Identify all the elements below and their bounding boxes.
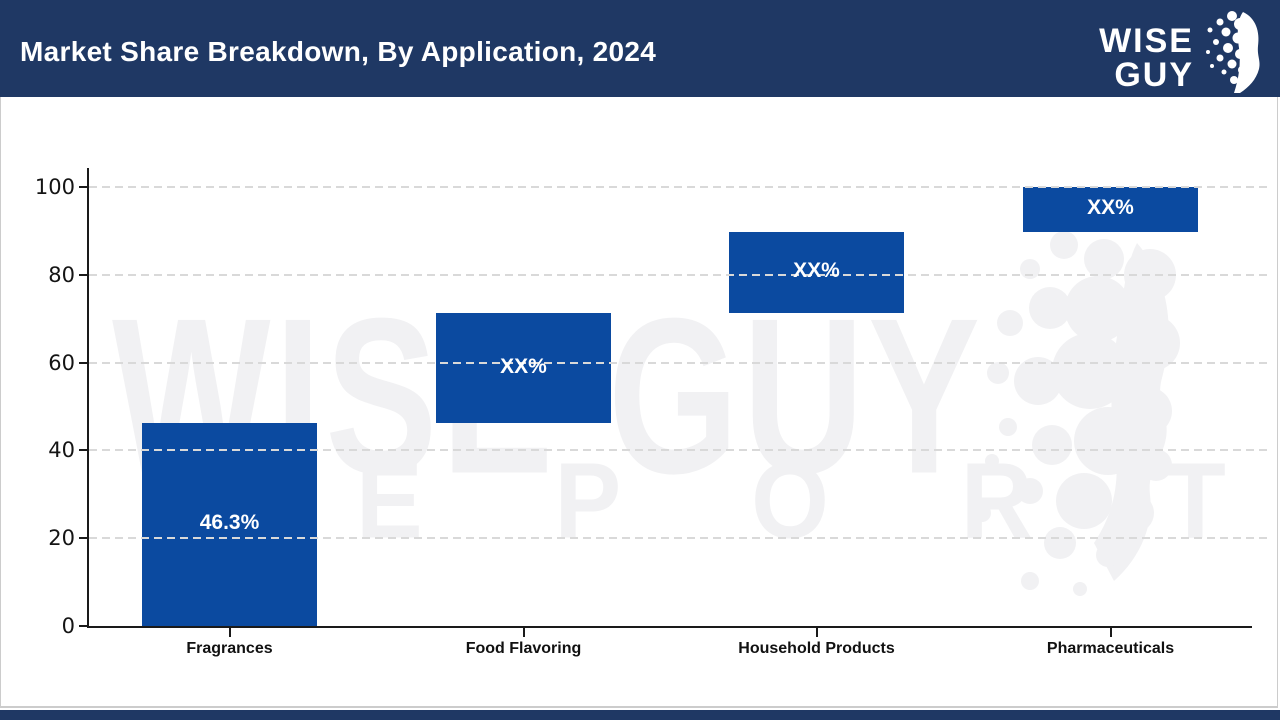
- watermark-dotted-head: [973, 231, 1180, 596]
- x-category-label: Food Flavoring: [465, 640, 582, 657]
- y-tick-label: 80: [48, 262, 75, 287]
- y-tick-label: 40: [48, 438, 75, 463]
- header-bar: Market Share Breakdown, By Application, …: [0, 0, 1280, 109]
- x-category-label: Fragrances: [186, 640, 273, 657]
- y-tick-mark: [79, 449, 87, 452]
- footer-bar: [0, 710, 1280, 720]
- logo-wordmark: WISE GUY: [1099, 22, 1194, 94]
- x-tick-mark: [228, 628, 231, 637]
- bar-value-label: XX%: [1087, 196, 1134, 220]
- bar-segment-1: [142, 422, 317, 626]
- y-tick-label: 20: [48, 526, 75, 551]
- bar-value-label: XX%: [500, 354, 547, 378]
- y-axis-line: [87, 168, 89, 628]
- y-tick-mark: [79, 625, 87, 627]
- bar-segment-3: [729, 231, 904, 313]
- page-title: Market Share Breakdown, By Application, …: [20, 36, 657, 67]
- x-tick-mark: [522, 628, 525, 637]
- waterfall-chart: WISE GUY R E P O R T S 46.3%XX%XX%XX%020…: [0, 97, 1280, 710]
- y-tick-label: 60: [48, 350, 75, 375]
- y-tick-label: 100: [34, 175, 75, 199]
- y-tick-mark: [79, 361, 87, 364]
- gridline-y-100: [89, 186, 1272, 188]
- y-tick-label: 0: [61, 614, 75, 638]
- x-category-label: Pharmaceuticals: [1046, 640, 1175, 657]
- logo-text: WISE GUY R E P O R T S: [1012, 24, 1194, 109]
- dotted-head-icon: [1206, 11, 1260, 93]
- y-tick-mark: [79, 273, 87, 276]
- bar-segment-2: [436, 312, 611, 423]
- bar-value-label: 46.3%: [199, 511, 260, 535]
- wise-guy-reports-logo: WISE GUY R E P O R T S: [1012, 6, 1262, 109]
- y-tick-mark: [79, 537, 87, 540]
- gridline-y-40: [89, 449, 1272, 452]
- y-tick-mark: [79, 186, 87, 188]
- x-axis-line: [87, 626, 1252, 628]
- logo-subtitle: R E P O R T S: [1025, 96, 1194, 110]
- gridline-y-80: [89, 273, 1272, 276]
- bar-segment-4: [1023, 187, 1198, 232]
- gridline-y-60: [89, 361, 1272, 364]
- x-tick-mark: [815, 628, 818, 637]
- bar-value-label: XX%: [793, 259, 840, 283]
- x-category-label: Household Products: [738, 640, 895, 657]
- gridline-y-20: [89, 537, 1272, 540]
- x-tick-mark: [1109, 628, 1112, 637]
